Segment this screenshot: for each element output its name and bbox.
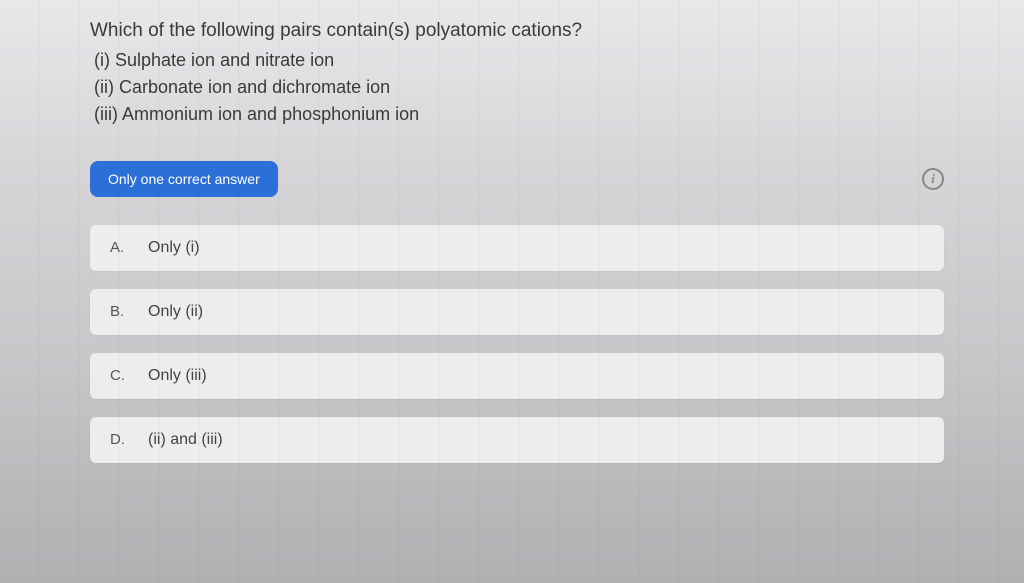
answer-letter: D.: [110, 431, 128, 448]
answer-option-a[interactable]: A. Only (i): [90, 225, 944, 271]
answer-letter: C.: [110, 367, 128, 384]
info-icon[interactable]: i: [922, 168, 944, 190]
answer-option-d[interactable]: D. (ii) and (iii): [90, 417, 944, 463]
answer-option-c[interactable]: C. Only (iii): [90, 353, 944, 399]
answer-letter: A.: [110, 239, 128, 256]
answer-text: Only (iii): [148, 367, 207, 385]
answer-option-b[interactable]: B. Only (ii): [90, 289, 944, 335]
answer-text: Only (i): [148, 239, 200, 257]
question-block: Which of the following pairs contain(s) …: [90, 20, 944, 125]
answer-letter: B.: [110, 303, 128, 320]
statement-3: (iii) Ammonium ion and phosphonium ion: [94, 104, 944, 125]
instruction-badge: Only one correct answer: [90, 161, 278, 197]
question-text: Which of the following pairs contain(s) …: [90, 20, 944, 42]
answer-text: Only (ii): [148, 303, 203, 321]
answer-text: (ii) and (iii): [148, 431, 223, 449]
instruction-row: Only one correct answer i: [90, 161, 944, 197]
statement-2: (ii) Carbonate ion and dichromate ion: [94, 77, 944, 98]
statement-1: (i) Sulphate ion and nitrate ion: [94, 50, 944, 71]
